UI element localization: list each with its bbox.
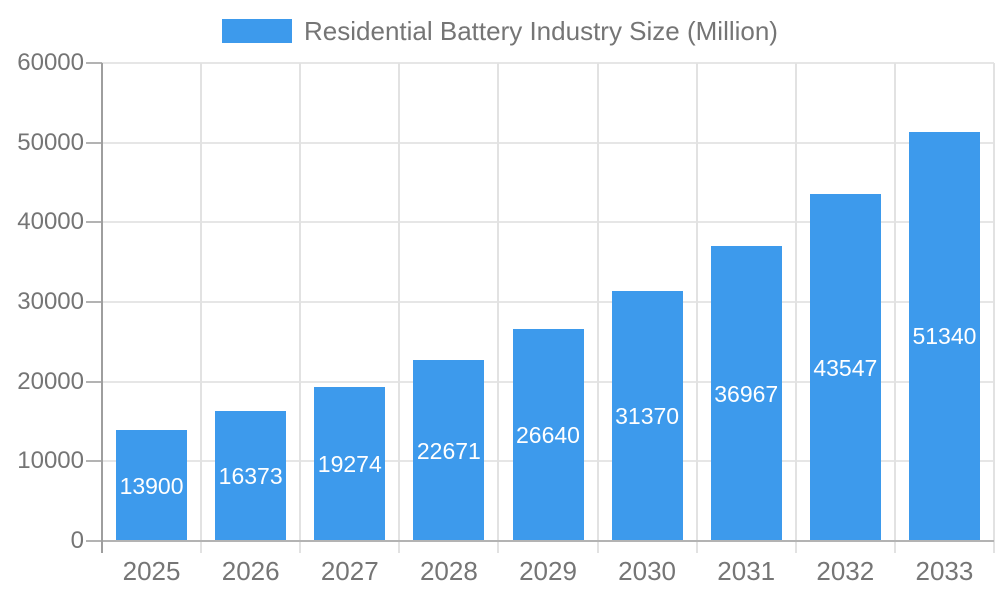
y-tick-label: 50000 <box>17 128 84 156</box>
y-tick-label: 40000 <box>17 208 84 236</box>
bar[interactable] <box>710 246 782 541</box>
gridline-vertical <box>200 63 202 553</box>
bar-value-label: 31370 <box>615 403 680 430</box>
legend: Residential Battery Industry Size (Milli… <box>0 16 1000 46</box>
gridline-vertical <box>993 63 995 553</box>
y-axis-tick <box>86 221 102 224</box>
y-tick-label: 20000 <box>17 367 84 395</box>
bar[interactable] <box>908 131 980 541</box>
y-axis-line <box>101 63 103 553</box>
gridline-vertical <box>398 63 400 553</box>
x-tick-label: 2032 <box>816 556 875 586</box>
y-axis-tick <box>86 141 102 144</box>
bar-value-label: 51340 <box>912 323 977 350</box>
y-axis-tick <box>86 380 102 383</box>
x-axis-baseline <box>102 540 994 542</box>
bar[interactable] <box>611 291 683 541</box>
legend-swatch <box>222 19 293 43</box>
y-tick-label: 0 <box>70 527 84 554</box>
bar-value-label: 16373 <box>218 462 283 489</box>
gridline-vertical <box>696 63 698 553</box>
gridline-vertical <box>597 63 599 553</box>
bar-value-label: 22671 <box>416 437 481 464</box>
y-axis-tick <box>86 540 102 542</box>
x-tick-label: 2026 <box>221 556 280 586</box>
y-tick-label: 30000 <box>17 288 84 315</box>
y-axis-tick <box>86 62 102 64</box>
gridline-vertical <box>497 63 499 553</box>
bar[interactable] <box>413 360 485 541</box>
legend-label: Residential Battery Industry Size (Milli… <box>304 16 778 46</box>
x-tick-label: 2030 <box>618 556 677 586</box>
bar[interactable] <box>116 430 188 541</box>
gridline-horizontal <box>102 301 994 303</box>
x-tick-label: 2029 <box>519 556 577 586</box>
x-tick-label: 2031 <box>717 556 776 586</box>
y-axis-tick <box>86 460 102 463</box>
bar-value-label: 36967 <box>714 380 779 407</box>
gridline-horizontal <box>102 221 994 224</box>
gridline-horizontal <box>102 141 994 144</box>
y-tick-label: 10000 <box>17 447 84 475</box>
x-tick-label: 2027 <box>320 556 379 586</box>
bar[interactable] <box>215 410 287 541</box>
x-tick-label: 2025 <box>122 556 181 586</box>
y-tick-label: 60000 <box>17 49 84 76</box>
bar-value-label: 13900 <box>119 472 184 499</box>
gridline-horizontal <box>102 62 994 64</box>
x-tick-label: 2028 <box>419 556 478 586</box>
x-tick-label: 2033 <box>915 556 974 586</box>
bar[interactable] <box>512 328 584 541</box>
bar-value-label: 19274 <box>317 451 382 478</box>
bar[interactable] <box>809 194 881 541</box>
gridline-vertical <box>795 63 797 553</box>
gridline-vertical <box>299 63 301 553</box>
bar-value-label: 26640 <box>516 421 580 448</box>
gridline-vertical <box>894 63 896 553</box>
bar-value-label: 43547 <box>813 354 878 381</box>
y-axis-tick <box>86 301 102 303</box>
bar[interactable] <box>314 387 386 541</box>
